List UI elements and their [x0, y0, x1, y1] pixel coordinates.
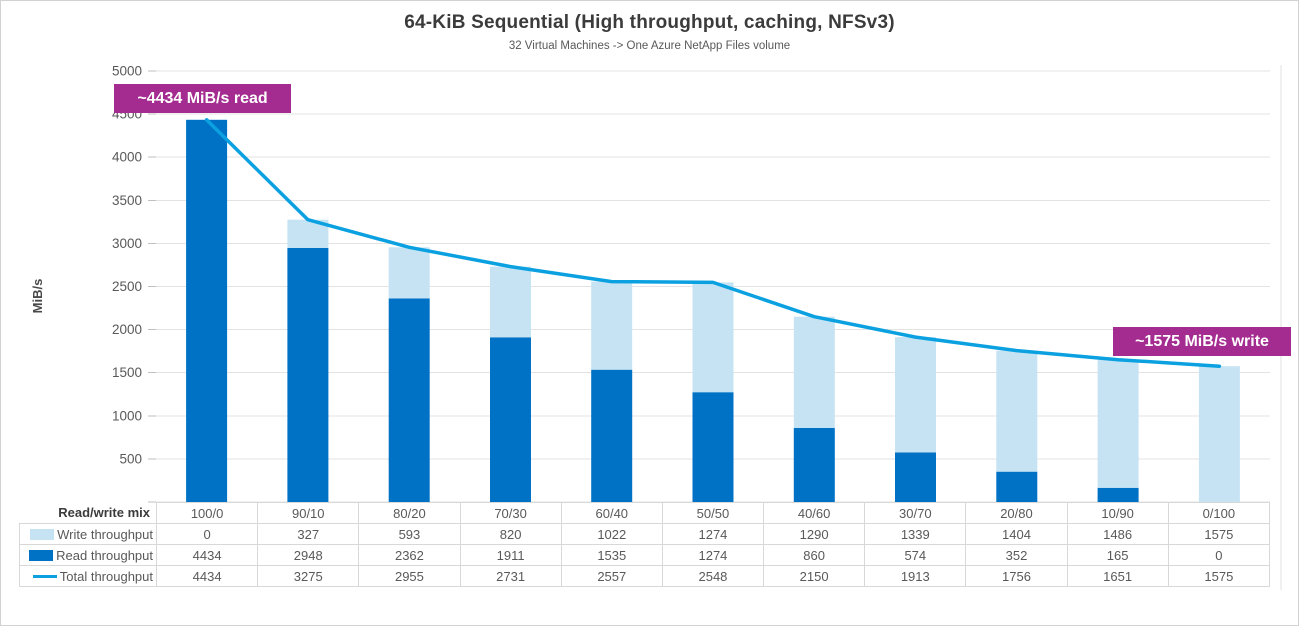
category-header-cell: 80/20: [358, 502, 461, 524]
legend-line-icon: [32, 574, 57, 578]
category-header-cell: 50/50: [661, 502, 765, 524]
value-cell: 1486: [1066, 523, 1169, 545]
y-tick-label: 1500: [112, 365, 142, 380]
legend-label-cell: Total throughput: [19, 565, 157, 587]
category-header-cell: 10/90: [1066, 502, 1169, 524]
category-header-cell: 30/70: [864, 502, 967, 524]
throughput-table: Read/write mix 100/0 90/10 80/20 70/30 60/40 5…: [19, 502, 1271, 587]
value-cell: 1404: [965, 523, 1068, 545]
write-bar-40/60: [793, 316, 835, 428]
value-cell: 2362: [358, 544, 461, 566]
y-tick-label: 4000: [112, 150, 142, 165]
write-bar-50/50: [692, 282, 734, 393]
value-cell: 1290: [763, 523, 866, 545]
write-bar-80/20: [388, 247, 430, 299]
y-tick-label: 2500: [112, 279, 142, 294]
write-bar-20/80: [996, 350, 1038, 472]
value-cell: 1274: [661, 523, 765, 545]
value-cell: 1535: [560, 544, 663, 566]
chart-title: 64-KiB Sequential (High throughput, cach…: [404, 12, 895, 33]
category-header-cell: 0/100: [1167, 502, 1271, 524]
category-header-cell: 40/60: [763, 502, 866, 524]
value-cell: 1022: [560, 523, 663, 545]
value-cell: 2948: [257, 544, 360, 566]
read-bar-50/50: [692, 392, 734, 502]
write-throughput-annotation: ~1575 MiB/s write: [1113, 327, 1291, 356]
write-bar-30/70: [895, 337, 936, 453]
y-tick-label: 5000: [112, 64, 142, 79]
category-header-cell: 90/10: [257, 502, 360, 524]
value-cell: 2557: [560, 565, 663, 587]
value-cell: 4434: [155, 565, 259, 587]
y-tick-label: 2000: [112, 322, 142, 337]
value-cell: 2150: [763, 565, 866, 587]
value-cell: 1756: [965, 565, 1068, 587]
value-cell: 1911: [459, 544, 562, 566]
value-cell: 0: [155, 523, 259, 545]
read-bar-90/10: [287, 247, 329, 502]
legend-label-cell: Read throughput: [19, 544, 157, 566]
read-bar-70/30: [490, 337, 531, 502]
read-bar-20/80: [996, 471, 1038, 502]
category-header-cell: 70/30: [459, 502, 562, 524]
value-cell: 574: [864, 544, 967, 566]
value-cell: 4434: [155, 544, 259, 566]
value-cell: 593: [358, 523, 461, 545]
category-header-cell: 60/40: [560, 502, 663, 524]
write-bar-70/30: [490, 266, 531, 338]
write-bar-10/90: [1097, 359, 1139, 488]
value-cell: 820: [459, 523, 562, 545]
read-bar-30/70: [895, 452, 936, 502]
value-cell: 1575: [1167, 523, 1271, 545]
value-cell: 3275: [257, 565, 360, 587]
table-corner-label: Read/write mix: [58, 505, 150, 521]
total-throughput-line: [204, 118, 1222, 368]
value-cell: 1339: [864, 523, 967, 545]
y-tick-label: 1000: [112, 408, 142, 423]
category-header-cell: 100/0: [155, 502, 259, 524]
value-cell: 860: [763, 544, 866, 566]
value-cell: 0: [1167, 544, 1271, 566]
category-header-cell: 20/80: [965, 502, 1068, 524]
read-bar-10/90: [1097, 487, 1139, 502]
y-tick-label: 3000: [112, 236, 142, 251]
read-throughput-annotation: ~4434 MiB/s read: [114, 84, 291, 113]
write-bar-0/100: [1198, 366, 1240, 502]
value-cell: 1913: [864, 565, 967, 587]
legend-swatch-icon: [29, 549, 54, 561]
read-bar-80/20: [388, 298, 430, 502]
write-bar-60/40: [591, 281, 633, 370]
value-cell: 352: [965, 544, 1068, 566]
chart-subtitle: 32 Virtual Machines -> One Azure NetApp …: [508, 40, 791, 52]
value-cell: 2955: [358, 565, 461, 587]
value-cell: 327: [257, 523, 360, 545]
value-cell: 1651: [1066, 565, 1169, 587]
value-cell: 2548: [661, 565, 765, 587]
legend-label-cell: Write throughput: [19, 523, 157, 545]
read-bar-60/40: [591, 369, 633, 502]
y-tick-label: 500: [119, 451, 142, 466]
value-cell: 1575: [1167, 565, 1271, 587]
value-cell: 1274: [661, 544, 765, 566]
value-cell: 2731: [459, 565, 562, 587]
value-cell: 165: [1066, 544, 1169, 566]
y-tick-label: 3500: [112, 193, 142, 208]
read-bar-40/60: [793, 427, 835, 502]
legend-swatch-icon: [30, 528, 55, 540]
read-bar-100/0: [186, 119, 228, 503]
